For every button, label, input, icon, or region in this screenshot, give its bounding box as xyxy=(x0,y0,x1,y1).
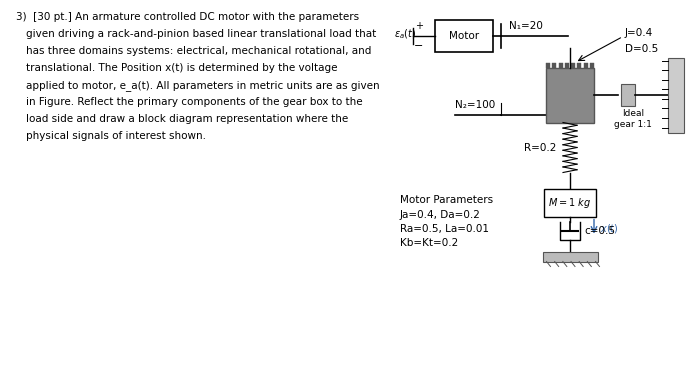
Bar xyxy=(435,20,493,52)
Text: Motor: Motor xyxy=(449,31,479,41)
Text: applied to motor, e_a(t). All parameters in metric units are as given: applied to motor, e_a(t). All parameters… xyxy=(26,80,379,91)
Bar xyxy=(565,62,569,67)
Text: D=0.5: D=0.5 xyxy=(625,44,658,53)
Bar xyxy=(578,62,582,67)
Bar xyxy=(584,62,588,67)
Bar xyxy=(542,252,598,261)
Text: R=0.2: R=0.2 xyxy=(524,143,556,152)
Bar xyxy=(559,62,563,67)
Text: N₂=100: N₂=100 xyxy=(455,100,496,110)
Bar xyxy=(552,62,557,67)
Text: +: + xyxy=(415,21,423,31)
Text: c=0.5: c=0.5 xyxy=(584,225,615,236)
Bar xyxy=(590,62,594,67)
Text: −: − xyxy=(414,41,424,51)
Text: J=0.4: J=0.4 xyxy=(625,27,653,38)
Text: Kb=Kt=0.2: Kb=Kt=0.2 xyxy=(400,238,459,248)
Text: 3)  [30 pt.] An armature controlled DC motor with the parameters: 3) [30 pt.] An armature controlled DC mo… xyxy=(16,12,359,22)
Text: N₁=20: N₁=20 xyxy=(509,21,543,31)
Bar xyxy=(544,189,596,216)
Text: has three domains systems: electrical, mechanical rotational, and: has three domains systems: electrical, m… xyxy=(26,46,372,56)
Text: Motor Parameters: Motor Parameters xyxy=(400,195,493,205)
Text: translational. The Position x(t) is determined by the voltage: translational. The Position x(t) is dete… xyxy=(26,63,337,73)
Text: given driving a rack-and-pinion based linear translational load that: given driving a rack-and-pinion based li… xyxy=(26,29,377,39)
Text: Ideal
gear 1:1: Ideal gear 1:1 xyxy=(614,109,652,129)
Bar xyxy=(546,67,594,123)
Bar xyxy=(621,84,635,106)
Text: Ja=0.4, Da=0.2: Ja=0.4, Da=0.2 xyxy=(400,210,481,220)
Text: load side and draw a block diagram representation where the: load side and draw a block diagram repre… xyxy=(26,114,349,124)
Text: $M = 1$ kg: $M = 1$ kg xyxy=(548,196,592,209)
Bar xyxy=(571,62,575,67)
Text: physical signals of interest shown.: physical signals of interest shown. xyxy=(26,131,206,141)
Text: $x(t)$: $x(t)$ xyxy=(600,222,619,235)
Text: in Figure. Reflect the primary components of the gear box to the: in Figure. Reflect the primary component… xyxy=(26,97,363,107)
Bar xyxy=(668,58,684,132)
Bar xyxy=(546,62,550,67)
Text: Ra=0.5, La=0.01: Ra=0.5, La=0.01 xyxy=(400,224,489,234)
Text: $\epsilon_a(t)$: $\epsilon_a(t)$ xyxy=(394,27,416,41)
Ellipse shape xyxy=(563,88,577,102)
